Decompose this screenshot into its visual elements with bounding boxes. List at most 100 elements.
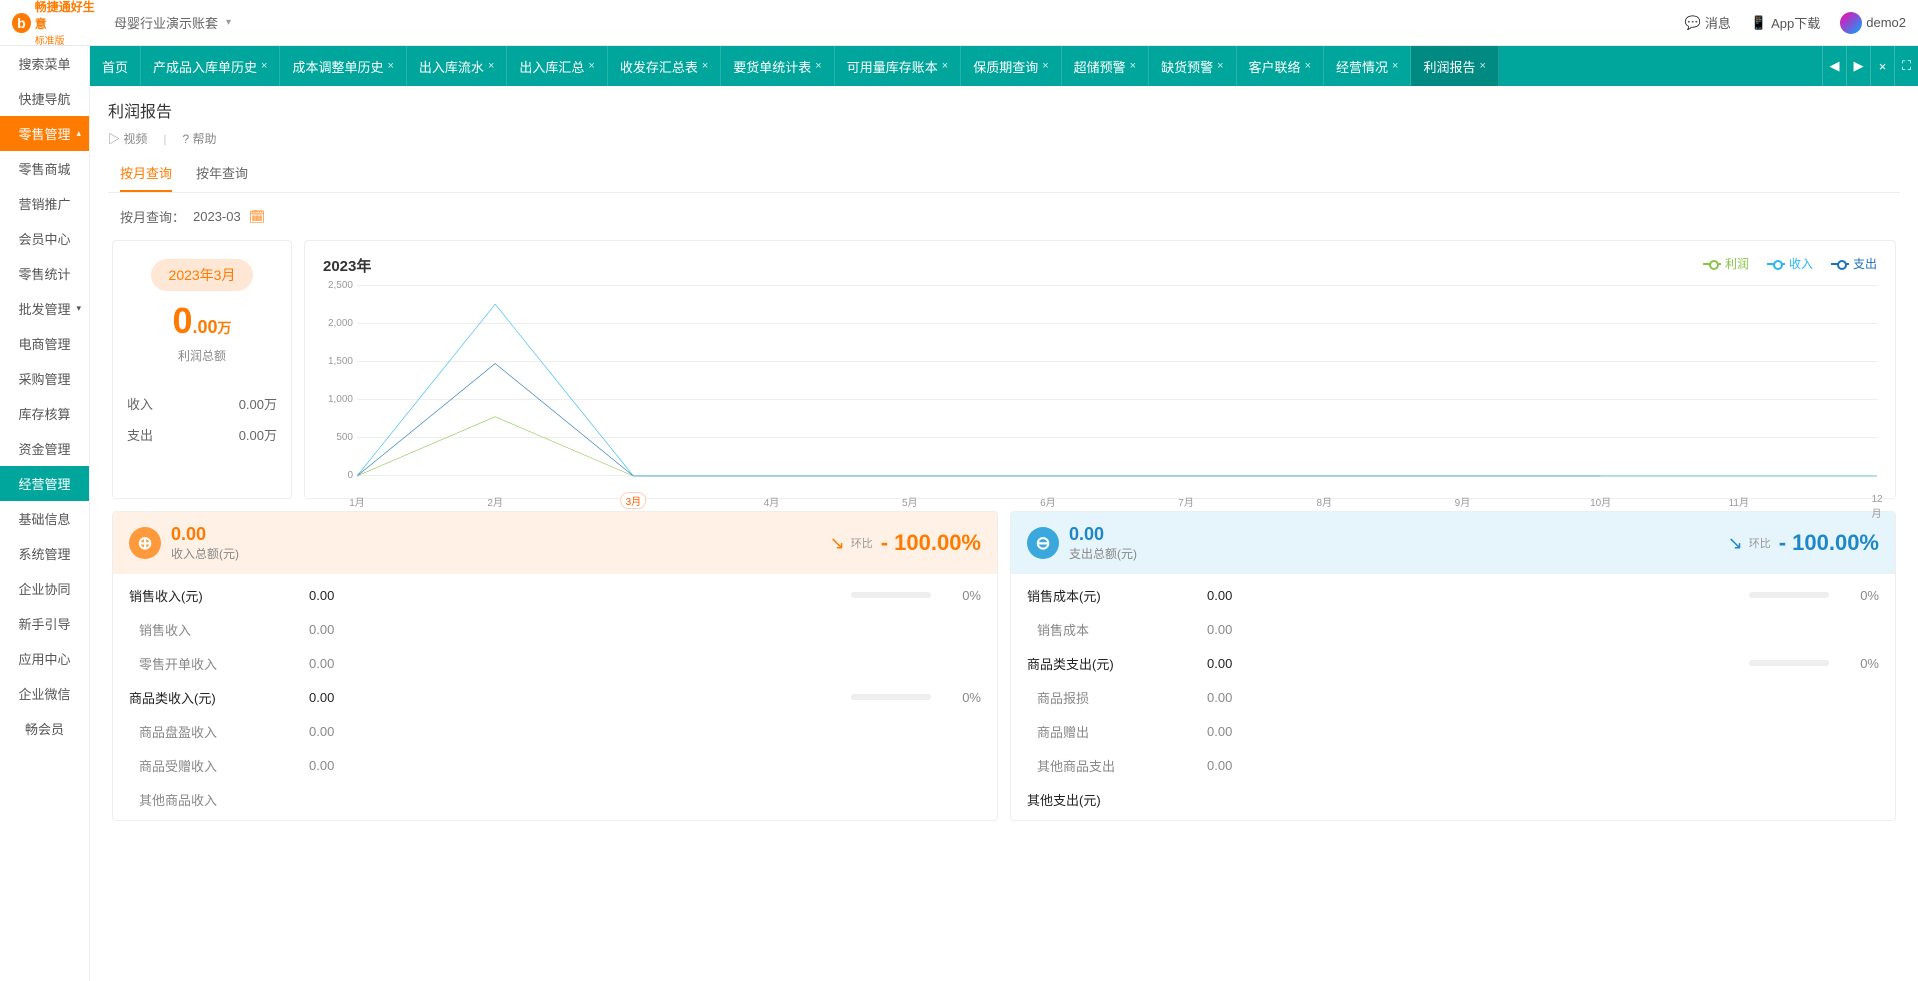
calendar-icon[interactable]: 🗓	[249, 209, 266, 225]
sidebar-item[interactable]: 电商管理	[0, 326, 89, 361]
sidebar-item[interactable]: 经营管理	[0, 466, 89, 501]
subtab-by-month[interactable]: 按月查询	[120, 155, 172, 192]
page-title: 利润报告	[108, 98, 1900, 122]
sidebar-item[interactable]: 企业协同	[0, 571, 89, 606]
x-label: 5月	[902, 494, 918, 509]
brand-edition: 标准版	[35, 32, 102, 47]
account-selector[interactable]: 母婴行业演示账套 ▾	[114, 13, 231, 32]
tab-scroll-right[interactable]: ▶	[1846, 46, 1870, 86]
table-row: 其他商品收入	[129, 782, 981, 816]
tab[interactable]: 出入库流水×	[407, 46, 507, 86]
profit-total-label: 利润总额	[127, 347, 277, 364]
income-total-label: 收入总额(元)	[171, 545, 239, 562]
sidebar-item[interactable]: 批发管理▾	[0, 291, 89, 326]
tab[interactable]: 经营情况×	[1324, 46, 1411, 86]
income-panel-header: ⊕ 0.00 收入总额(元) ↘ 环比 - 100.00%	[113, 512, 997, 574]
sidebar-item[interactable]: 畅会员	[0, 711, 89, 746]
close-icon[interactable]: ×	[702, 60, 708, 72]
tab[interactable]: 首页	[90, 46, 141, 86]
tab[interactable]: 收发存汇总表×	[608, 46, 721, 86]
tab-close-all[interactable]: ×	[1870, 46, 1894, 86]
table-row: 其他支出(元)	[1027, 782, 1879, 816]
x-label: 11月	[1729, 494, 1749, 509]
brand-name: 畅捷通好生意	[35, 0, 102, 32]
page-content: 利润报告 ▷ 视频 | ? 帮助 按月查询 按年查询 按月查询： 2023-03…	[90, 86, 1918, 981]
tab[interactable]: 可用量库存账本×	[835, 46, 961, 86]
sidebar-item[interactable]: 采购管理	[0, 361, 89, 396]
income-rows: 销售收入(元)0.000%销售收入0.00零售开单收入0.00商品类收入(元)0…	[113, 574, 997, 820]
filter-value[interactable]: 2023-03	[193, 209, 241, 224]
logo-icon: b	[12, 13, 31, 33]
filter-row: 按月查询： 2023-03 🗓	[108, 193, 1900, 240]
help-link[interactable]: ? 帮助	[182, 130, 216, 147]
close-icon[interactable]: ×	[942, 60, 948, 72]
sidebar-item[interactable]: 新手引导	[0, 606, 89, 641]
table-row: 销售成本(元)0.000%	[1027, 578, 1879, 612]
tab[interactable]: 要货单统计表×	[721, 46, 834, 86]
video-link[interactable]: ▷ 视频	[108, 130, 147, 147]
sidebar-item[interactable]: 资金管理	[0, 431, 89, 466]
close-icon[interactable]: ×	[1392, 60, 1398, 72]
sidebar-item[interactable]: 零售管理▴	[0, 116, 89, 151]
expense-total-label: 支出总额(元)	[1069, 545, 1137, 562]
tab[interactable]: 成本调整单历史×	[280, 46, 406, 86]
tab[interactable]: 出入库汇总×	[507, 46, 607, 86]
expense-panel: ⊖ 0.00 支出总额(元) ↘ 环比 - 100.00%	[1010, 511, 1896, 821]
filter-label: 按月查询：	[120, 207, 185, 226]
tab-bar: 首页产成品入库单历史×成本调整单历史×出入库流水×出入库汇总×收发存汇总表×要货…	[90, 46, 1918, 86]
x-label: 2月	[487, 494, 503, 509]
tab-scroll-left[interactable]: ◀	[1822, 46, 1846, 86]
sidebar-item[interactable]: 会员中心	[0, 221, 89, 256]
sidebar-item[interactable]: 快捷导航	[0, 81, 89, 116]
table-row: 商品类收入(元)0.000%	[129, 680, 981, 714]
tab[interactable]: 保质期查询×	[961, 46, 1061, 86]
sidebar-item[interactable]: 企业微信	[0, 676, 89, 711]
sidebar-item[interactable]: 零售统计	[0, 256, 89, 291]
sidebar-item[interactable]: 基础信息	[0, 501, 89, 536]
sidebar-item[interactable]: 应用中心	[0, 641, 89, 676]
subtab-by-year[interactable]: 按年查询	[196, 155, 248, 192]
table-row: 商品受赠收入0.00	[129, 748, 981, 782]
close-icon[interactable]: ×	[1130, 60, 1136, 72]
table-row: 商品类支出(元)0.000%	[1027, 646, 1879, 680]
tab[interactable]: 产成品入库单历史×	[141, 46, 280, 86]
tab[interactable]: 超储预警×	[1062, 46, 1149, 86]
legend-profit: 利润	[1703, 255, 1749, 272]
close-icon[interactable]: ×	[1217, 60, 1223, 72]
close-icon[interactable]: ×	[815, 60, 821, 72]
progress-bar	[851, 592, 931, 598]
app-download-button[interactable]: 📱 App下载	[1751, 13, 1820, 32]
expense-total-value: 0.00	[1069, 524, 1137, 545]
messages-button[interactable]: 💬 消息	[1685, 13, 1731, 32]
sidebar-item[interactable]: 库存核算	[0, 396, 89, 431]
sidebar-item[interactable]: 系统管理	[0, 536, 89, 571]
close-icon[interactable]: ×	[1479, 60, 1485, 72]
sidebar: 搜索菜单快捷导航零售管理▴零售商城营销推广会员中心零售统计批发管理▾电商管理采购…	[0, 46, 90, 981]
user-menu[interactable]: demo2	[1840, 12, 1906, 34]
x-label: 10月	[1590, 494, 1611, 509]
close-icon[interactable]: ×	[261, 60, 267, 72]
tab[interactable]: 利润报告×	[1411, 46, 1498, 86]
logo: b 畅捷通好生意 标准版	[12, 0, 102, 47]
sub-tab-bar: 按月查询 按年查询	[108, 155, 1900, 193]
expense-panel-header: ⊖ 0.00 支出总额(元) ↘ 环比 - 100.00%	[1011, 512, 1895, 574]
table-row: 零售开单收入0.00	[129, 646, 981, 680]
account-selector-label: 母婴行业演示账套	[114, 13, 218, 32]
close-icon[interactable]: ×	[387, 60, 393, 72]
table-row: 销售成本0.00	[1027, 612, 1879, 646]
close-icon[interactable]: ×	[488, 60, 494, 72]
tab[interactable]: 客户联络×	[1237, 46, 1324, 86]
sidebar-item[interactable]: 营销推广	[0, 186, 89, 221]
chevron-icon: ▾	[76, 303, 81, 314]
close-icon[interactable]: ×	[1305, 60, 1311, 72]
sidebar-item[interactable]: 零售商城	[0, 151, 89, 186]
sidebar-item[interactable]: 搜索菜单	[0, 46, 89, 81]
x-label: 7月	[1178, 494, 1194, 509]
expense-rows: 销售成本(元)0.000%销售成本0.00商品类支出(元)0.000%商品报损0…	[1011, 574, 1895, 820]
phone-icon: 📱	[1751, 15, 1767, 31]
chart-card: 2023年 利润 收入 支出 05001,0001,5002,0002,5001…	[304, 240, 1896, 499]
close-icon[interactable]: ×	[1042, 60, 1048, 72]
tab-fullscreen[interactable]: ⛶	[1894, 46, 1918, 86]
tab[interactable]: 缺货预警×	[1149, 46, 1236, 86]
close-icon[interactable]: ×	[588, 60, 594, 72]
